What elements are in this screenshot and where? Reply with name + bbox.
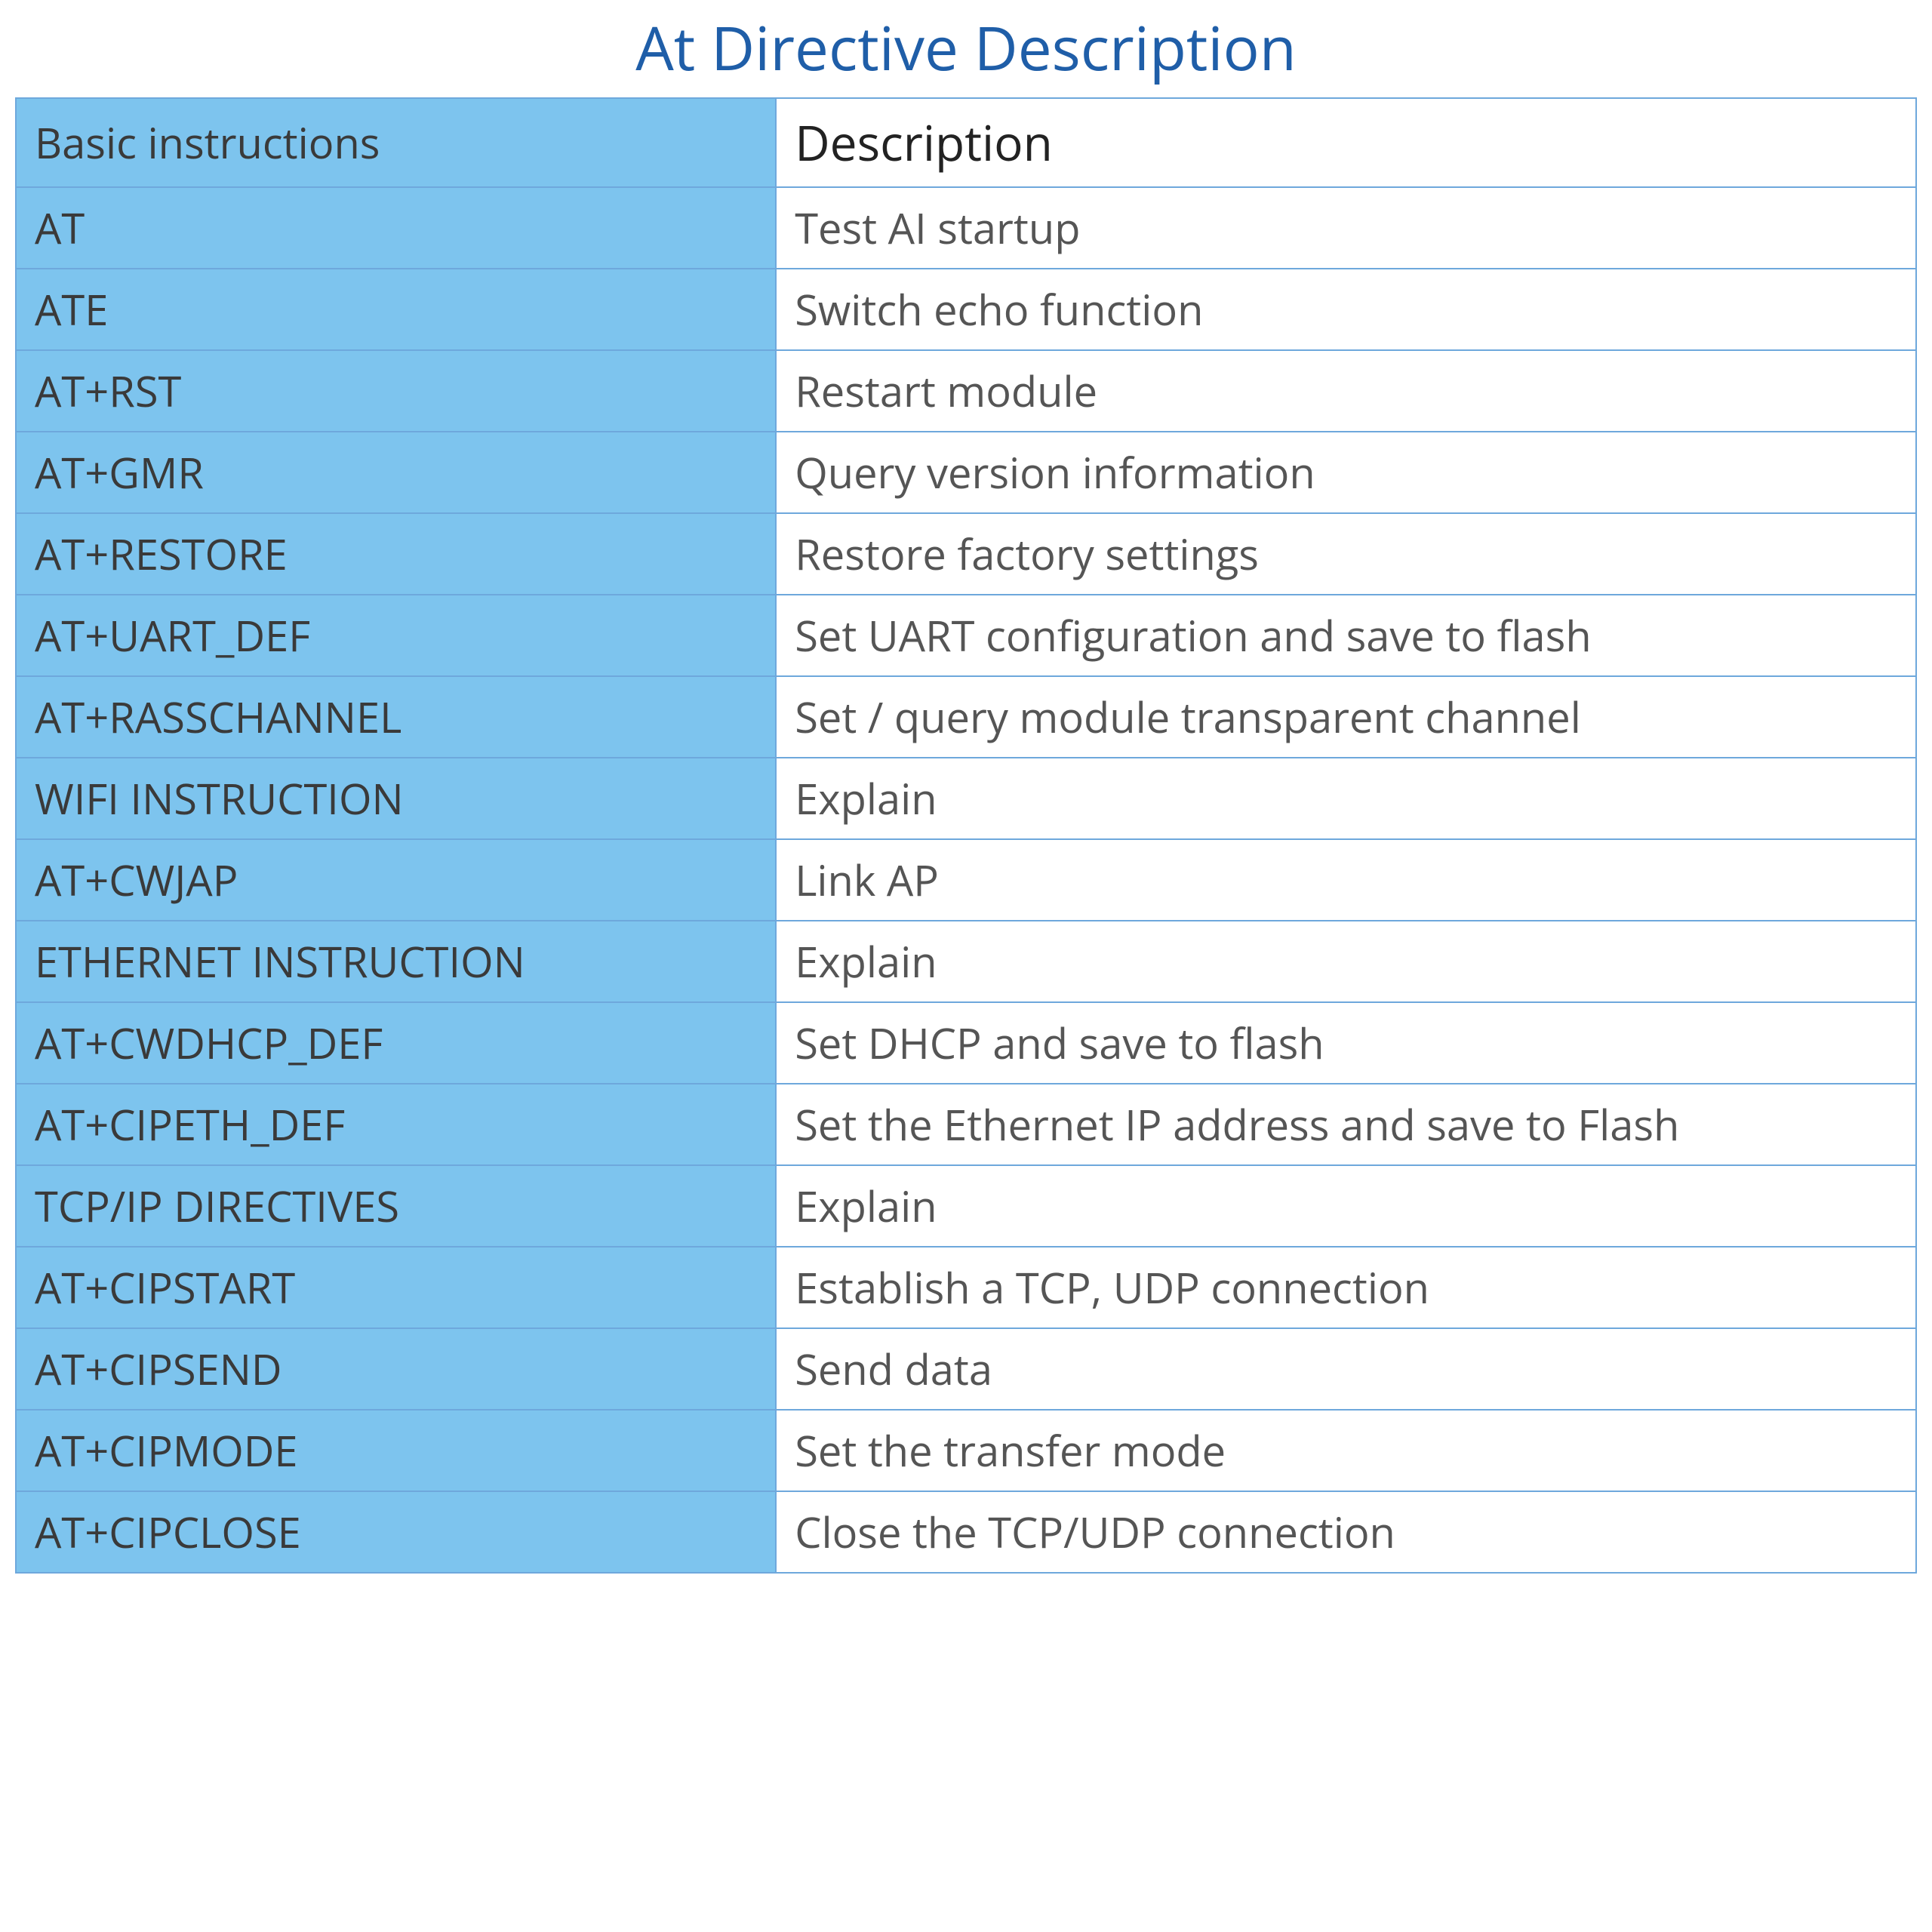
table-row: AT+CIPCLOSEClose the TCP/UDP connection bbox=[16, 1491, 1916, 1573]
description-cell: Set UART configuration and save to flash bbox=[776, 595, 1916, 676]
description-cell: Send data bbox=[776, 1328, 1916, 1410]
instruction-cell: AT+RST bbox=[16, 350, 776, 432]
instruction-cell: AT+CIPSEND bbox=[16, 1328, 776, 1410]
description-cell: Restore factory settings bbox=[776, 513, 1916, 595]
instruction-cell: AT+GMR bbox=[16, 432, 776, 513]
table-row: AT+CIPMODESet the transfer mode bbox=[16, 1410, 1916, 1491]
instruction-cell: AT bbox=[16, 187, 776, 269]
table-row: AT+RESTORERestore factory settings bbox=[16, 513, 1916, 595]
description-cell: Set DHCP and save to flash bbox=[776, 1002, 1916, 1084]
instruction-cell: Basic instructions bbox=[16, 98, 776, 187]
description-cell: Explain bbox=[776, 921, 1916, 1002]
table-row: AT+CIPSTARTEstablish a TCP, UDP connecti… bbox=[16, 1247, 1916, 1328]
table-header-row: Basic instructionsDescription bbox=[16, 98, 1916, 187]
instruction-cell: TCP/IP DIRECTIVES bbox=[16, 1165, 776, 1247]
instruction-cell: AT+CIPMODE bbox=[16, 1410, 776, 1491]
description-cell: Switch echo function bbox=[776, 269, 1916, 350]
page: At Directive Description Basic instructi… bbox=[0, 0, 1932, 1932]
description-cell: Close the TCP/UDP connection bbox=[776, 1491, 1916, 1573]
instruction-cell: AT+CWDHCP_DEF bbox=[16, 1002, 776, 1084]
instruction-cell: ETHERNET INSTRUCTION bbox=[16, 921, 776, 1002]
description-cell: Link AP bbox=[776, 839, 1916, 921]
instruction-cell: AT+UART_DEF bbox=[16, 595, 776, 676]
description-cell: Test AI startup bbox=[776, 187, 1916, 269]
directive-table: Basic instructionsDescription ATTest AI … bbox=[15, 97, 1917, 1574]
instruction-cell: AT+RASSCHANNEL bbox=[16, 676, 776, 758]
description-cell: Set the Ethernet IP address and save to … bbox=[776, 1084, 1916, 1165]
instruction-cell: AT+CIPETH_DEF bbox=[16, 1084, 776, 1165]
description-cell: Set the transfer mode bbox=[776, 1410, 1916, 1491]
instruction-cell: WIFI INSTRUCTION bbox=[16, 758, 776, 839]
description-cell: Description bbox=[776, 98, 1916, 187]
description-cell: Set / query module transparent channel bbox=[776, 676, 1916, 758]
table-row: AT+CWJAPLink AP bbox=[16, 839, 1916, 921]
table-row: AT+CIPSENDSend data bbox=[16, 1328, 1916, 1410]
table-row: AT+RASSCHANNELSet / query module transpa… bbox=[16, 676, 1916, 758]
table-row: TCP/IP DIRECTIVESExplain bbox=[16, 1165, 1916, 1247]
instruction-cell: AT+CWJAP bbox=[16, 839, 776, 921]
description-cell: Explain bbox=[776, 758, 1916, 839]
description-cell: Establish a TCP, UDP connection bbox=[776, 1247, 1916, 1328]
table-row: AT+CIPETH_DEFSet the Ethernet IP address… bbox=[16, 1084, 1916, 1165]
table-row: AT+RSTRestart module bbox=[16, 350, 1916, 432]
table-row: AT+CWDHCP_DEFSet DHCP and save to flash bbox=[16, 1002, 1916, 1084]
table-row: WIFI INSTRUCTIONExplain bbox=[16, 758, 1916, 839]
table-row: AT+GMRQuery version information bbox=[16, 432, 1916, 513]
instruction-cell: ATE bbox=[16, 269, 776, 350]
table-row: AT+UART_DEFSet UART configuration and sa… bbox=[16, 595, 1916, 676]
instruction-cell: AT+CIPCLOSE bbox=[16, 1491, 776, 1573]
description-cell: Restart module bbox=[776, 350, 1916, 432]
description-cell: Explain bbox=[776, 1165, 1916, 1247]
instruction-cell: AT+CIPSTART bbox=[16, 1247, 776, 1328]
description-cell: Query version information bbox=[776, 432, 1916, 513]
table-row: ATTest AI startup bbox=[16, 187, 1916, 269]
page-title: At Directive Description bbox=[15, 0, 1917, 97]
instruction-cell: AT+RESTORE bbox=[16, 513, 776, 595]
table-row: ATESwitch echo function bbox=[16, 269, 1916, 350]
table-row: ETHERNET INSTRUCTIONExplain bbox=[16, 921, 1916, 1002]
